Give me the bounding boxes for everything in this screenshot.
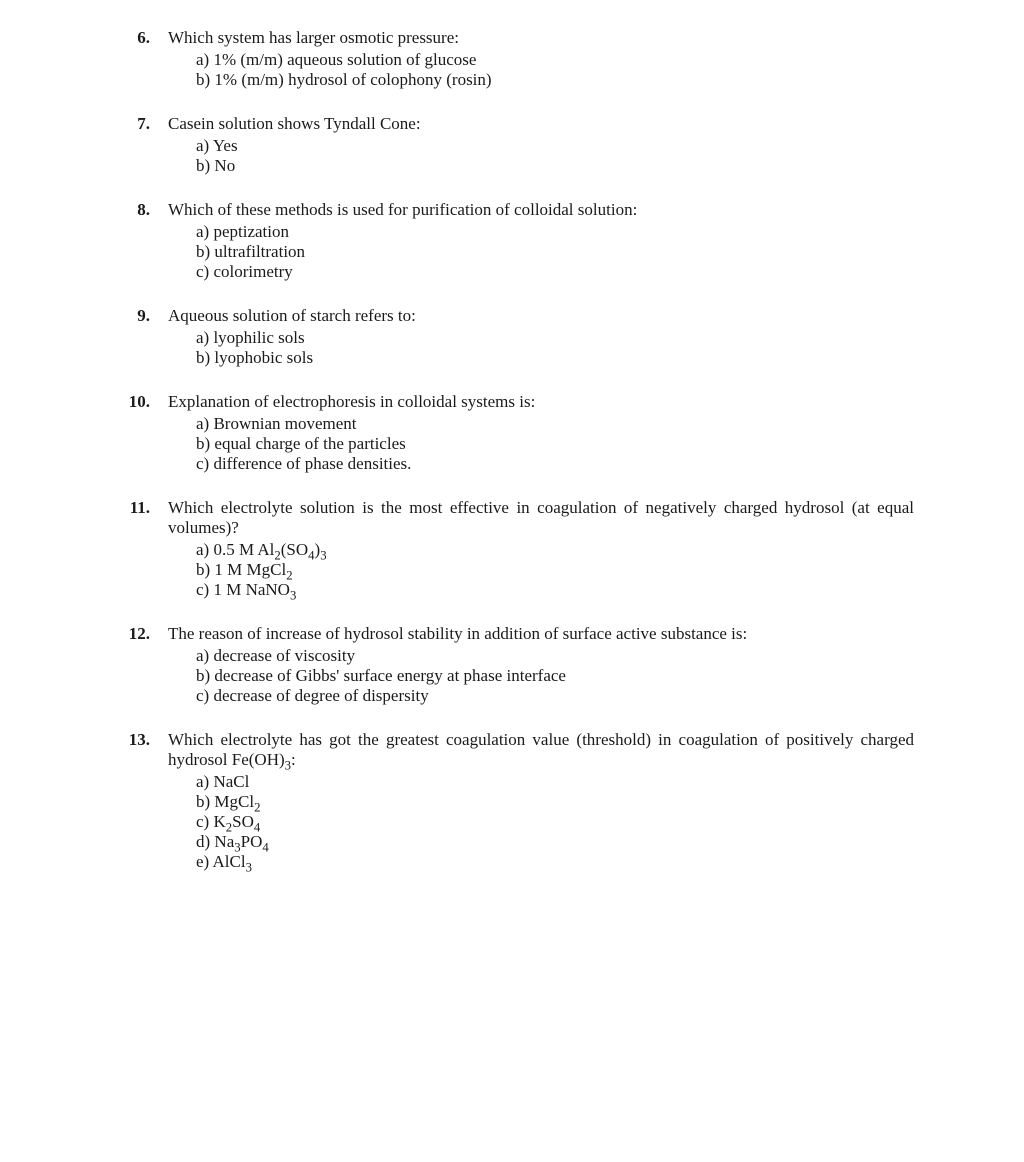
question-block: 6. Which system has larger osmotic press… [110, 28, 914, 90]
question-option: a) NaCl [196, 772, 914, 792]
question-body: Which system has larger osmotic pressure… [168, 28, 914, 90]
question-block: 10. Explanation of electrophoresis in co… [110, 392, 914, 474]
question-option: a) lyophilic sols [196, 328, 914, 348]
question-option: c) 1 M NaNO3 [196, 580, 914, 600]
question-stem: The reason of increase of hydrosol stabi… [168, 624, 914, 644]
question-number: 7. [110, 114, 168, 134]
question-body: Explanation of electrophoresis in colloi… [168, 392, 914, 474]
question-options: a) lyophilic sols b) lyophobic sols [168, 328, 914, 368]
question-stem: Which electrolyte has got the greatest c… [168, 730, 914, 770]
page-content: 6. Which system has larger osmotic press… [0, 0, 1024, 936]
question-options: a) Brownian movement b) equal charge of … [168, 414, 914, 474]
question-option: b) 1 M MgCl2 [196, 560, 914, 580]
question-block: 12. The reason of increase of hydrosol s… [110, 624, 914, 706]
question-block: 9. Aqueous solution of starch refers to:… [110, 306, 914, 368]
question-stem: Which electrolyte solution is the most e… [168, 498, 914, 538]
question-body: Which of these methods is used for purif… [168, 200, 914, 282]
question-option: d) Na3PO4 [196, 832, 914, 852]
question-stem: Which system has larger osmotic pressure… [168, 28, 914, 48]
question-stem: Which of these methods is used for purif… [168, 200, 914, 220]
question-option: b) ultrafiltration [196, 242, 914, 262]
question-block: 8. Which of these methods is used for pu… [110, 200, 914, 282]
question-options: a) 1% (m/m) aqueous solution of glucose … [168, 50, 914, 90]
question-option: c) colorimetry [196, 262, 914, 282]
question-stem: Aqueous solution of starch refers to: [168, 306, 914, 326]
question-option: e) AlCl3 [196, 852, 914, 872]
question-option: a) peptization [196, 222, 914, 242]
question-option: b) lyophobic sols [196, 348, 914, 368]
question-block: 11. Which electrolyte solution is the mo… [110, 498, 914, 600]
question-stem: Explanation of electrophoresis in colloi… [168, 392, 914, 412]
question-option: a) Yes [196, 136, 914, 156]
question-option: a) 0.5 M Al2(SO4)3 [196, 540, 914, 560]
question-option: a) 1% (m/m) aqueous solution of glucose [196, 50, 914, 70]
question-body: Which electrolyte solution is the most e… [168, 498, 914, 600]
question-option: a) Brownian movement [196, 414, 914, 434]
question-block: 7. Casein solution shows Tyndall Cone: a… [110, 114, 914, 176]
question-number: 12. [110, 624, 168, 644]
question-body: Which electrolyte has got the greatest c… [168, 730, 914, 872]
question-option: b) decrease of Gibbs' surface energy at … [196, 666, 914, 686]
question-option: c) K2SO4 [196, 812, 914, 832]
question-option: c) decrease of degree of dispersity [196, 686, 914, 706]
question-body: The reason of increase of hydrosol stabi… [168, 624, 914, 706]
question-options: a) peptization b) ultrafiltration c) col… [168, 222, 914, 282]
question-number: 8. [110, 200, 168, 220]
question-option: c) difference of phase densities. [196, 454, 914, 474]
question-option: b) No [196, 156, 914, 176]
question-number: 10. [110, 392, 168, 412]
question-option: b) 1% (m/m) hydrosol of colophony (rosin… [196, 70, 914, 90]
question-options: a) decrease of viscosity b) decrease of … [168, 646, 914, 706]
question-options: a) 0.5 M Al2(SO4)3 b) 1 M MgCl2 c) 1 M N… [168, 540, 914, 600]
question-option: b) equal charge of the particles [196, 434, 914, 454]
question-options: a) NaCl b) MgCl2 c) K2SO4 d) Na3PO4 e) A… [168, 772, 914, 872]
question-option: a) decrease of viscosity [196, 646, 914, 666]
question-number: 6. [110, 28, 168, 48]
question-number: 13. [110, 730, 168, 750]
question-number: 9. [110, 306, 168, 326]
question-body: Casein solution shows Tyndall Cone: a) Y… [168, 114, 914, 176]
question-options: a) Yes b) No [168, 136, 914, 176]
question-number: 11. [110, 498, 168, 518]
question-stem: Casein solution shows Tyndall Cone: [168, 114, 914, 134]
question-body: Aqueous solution of starch refers to: a)… [168, 306, 914, 368]
question-block: 13. Which electrolyte has got the greate… [110, 730, 914, 872]
question-option: b) MgCl2 [196, 792, 914, 812]
